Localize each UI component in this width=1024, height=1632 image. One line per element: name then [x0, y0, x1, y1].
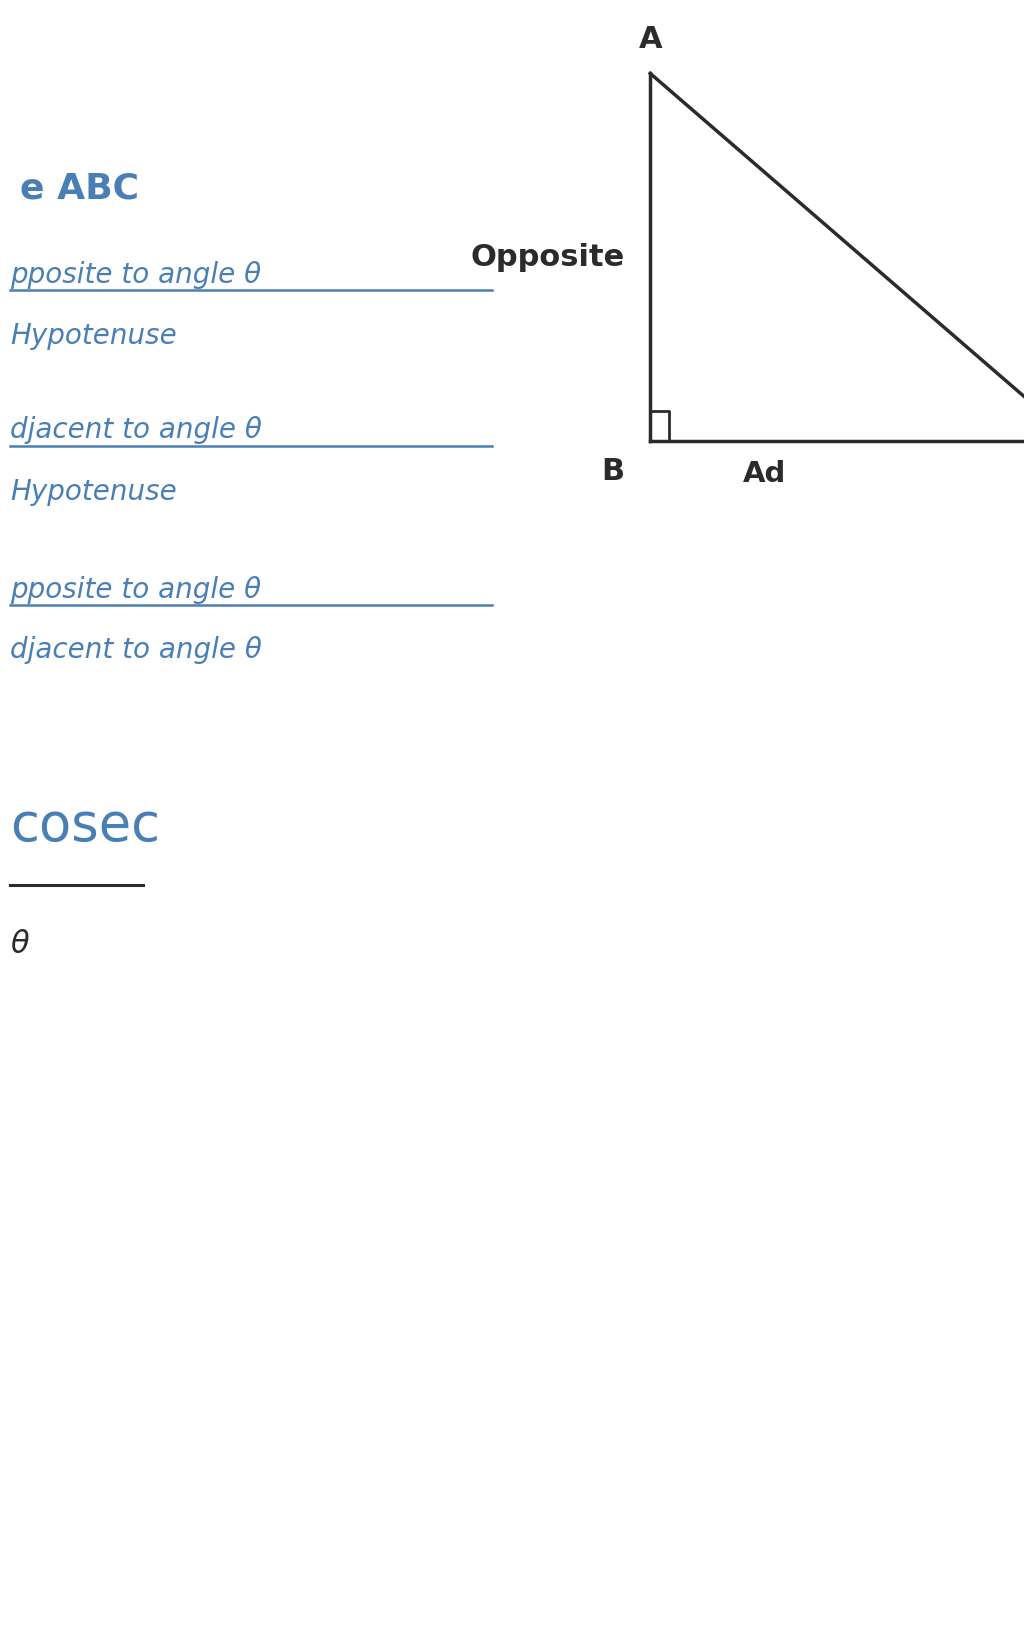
Text: B: B [601, 457, 625, 486]
Text: Hypotenuse: Hypotenuse [10, 478, 177, 506]
Text: Hypotenuse: Hypotenuse [10, 322, 177, 349]
Text: A: A [638, 24, 663, 54]
Text: Opposite: Opposite [470, 243, 625, 271]
Text: cosec: cosec [10, 800, 161, 852]
Text: θ: θ [10, 930, 29, 960]
Text: djacent to angle θ: djacent to angle θ [10, 636, 262, 664]
Text: djacent to angle θ: djacent to angle θ [10, 416, 262, 444]
Text: Ad: Ad [742, 460, 785, 488]
Text: e ABC: e ABC [20, 171, 139, 206]
Text: pposite to angle θ: pposite to angle θ [10, 576, 261, 604]
Text: pposite to angle θ: pposite to angle θ [10, 261, 261, 289]
